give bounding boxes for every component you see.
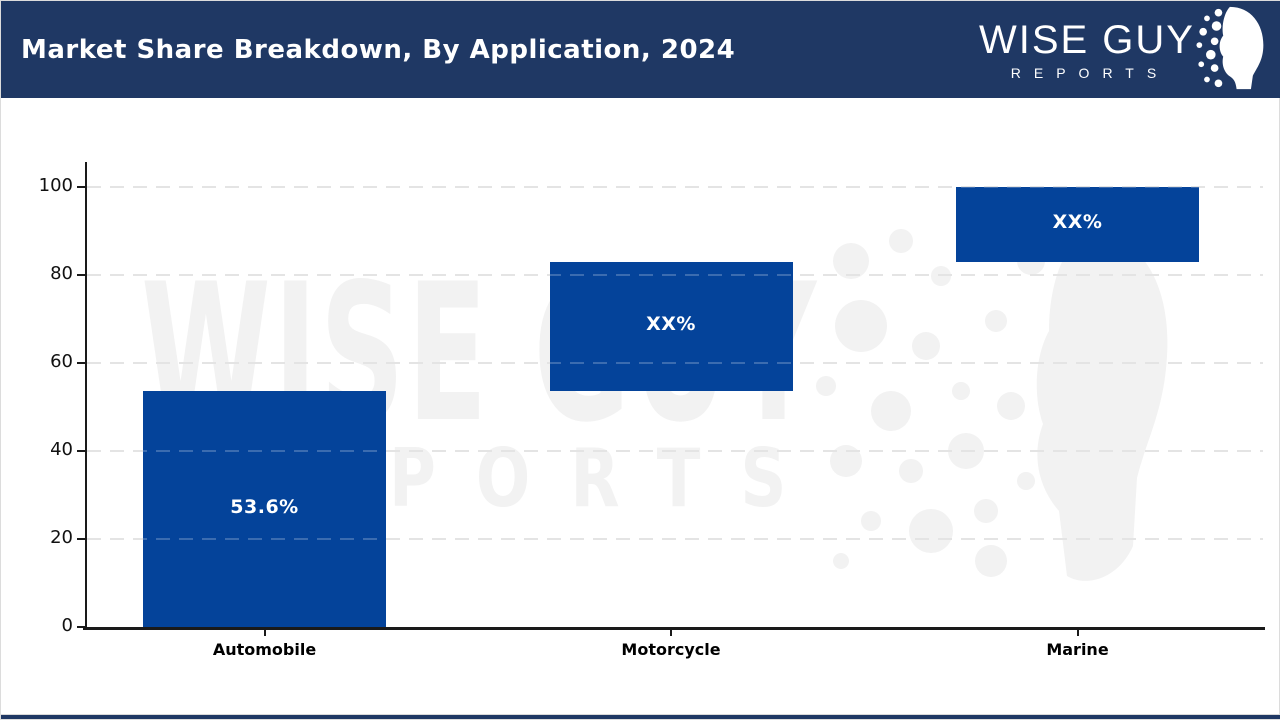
y-tick-label: 20 <box>50 527 73 548</box>
gridline-overlay <box>87 450 1263 452</box>
brand-face-icon <box>1189 5 1267 95</box>
brand-logo-text: WISE GUY REPORTS <box>979 20 1195 80</box>
y-tick-mark <box>77 538 85 540</box>
x-category-label: Motorcycle <box>621 640 721 659</box>
bar-value-label: XX% <box>646 313 696 336</box>
y-tick-label: 100 <box>38 175 73 196</box>
y-axis-line <box>85 162 87 629</box>
gridline-overlay <box>87 186 1263 188</box>
brand-logo: WISE GUY REPORTS <box>979 5 1280 95</box>
bar <box>549 261 793 392</box>
y-tick-mark <box>77 626 85 628</box>
bar-value-label: XX% <box>1052 211 1103 234</box>
brand-subname: REPORTS <box>1010 64 1170 81</box>
bar <box>143 391 386 627</box>
y-tick-label: 80 <box>50 263 73 284</box>
plot-area: 0 20 40 60 80 100 53.6% Automobile XX% Motorcycle… <box>39 162 1265 659</box>
y-tick-mark <box>77 274 85 276</box>
x-tick-mark <box>670 630 672 636</box>
x-axis-line <box>83 627 1265 630</box>
y-tick-mark <box>77 362 85 364</box>
y-tick-mark <box>77 186 85 188</box>
header-bar: Market Share Breakdown, By Application, … <box>1 1 1280 98</box>
x-category-label: Marine <box>1046 640 1109 659</box>
x-tick-mark <box>1076 630 1079 636</box>
gridline-overlay <box>87 274 1263 276</box>
y-tick-label: 40 <box>50 439 73 460</box>
gridline <box>87 450 1263 452</box>
gridline-overlay <box>87 362 1263 364</box>
gridline-overlay <box>87 538 1263 540</box>
x-tick-mark <box>263 630 266 636</box>
y-tick-mark <box>77 450 85 452</box>
page-title: Market Share Breakdown, By Application, … <box>21 34 736 65</box>
bar <box>956 187 1199 262</box>
gridline <box>87 538 1263 540</box>
brand-name: WISE GUY <box>978 17 1195 62</box>
y-tick-label: 0 <box>61 615 73 636</box>
bar-value-label: 53.6% <box>230 496 299 519</box>
footer-divider <box>1 714 1280 715</box>
x-category-label: Automobile <box>212 640 317 659</box>
footer-accent-strip <box>1 715 1280 719</box>
gridline <box>87 186 1263 188</box>
y-tick-label: 60 <box>50 351 73 372</box>
